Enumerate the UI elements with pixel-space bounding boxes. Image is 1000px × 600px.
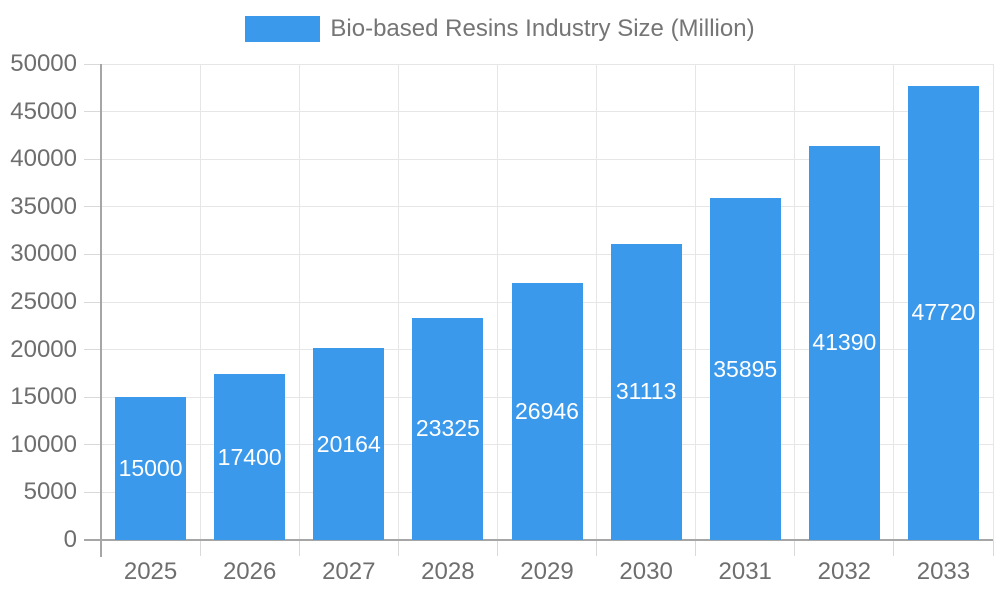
- x-grid-line: [794, 64, 796, 540]
- bar-value-label: 35895: [713, 355, 778, 382]
- y-axis-label: 0: [63, 526, 77, 553]
- x-tick: [199, 540, 201, 556]
- x-grid-line: [298, 64, 300, 540]
- x-tick: [298, 540, 300, 556]
- x-axis-line: [84, 539, 993, 541]
- y-axis-label: 10000: [10, 430, 77, 458]
- bar-value-label: 20164: [316, 430, 381, 457]
- x-axis-label: 2025: [123, 558, 178, 585]
- y-tick: [84, 301, 101, 303]
- bar-value-label: 26946: [515, 398, 579, 425]
- y-axis-line: [100, 64, 102, 557]
- y-axis-label: 50000: [10, 50, 77, 77]
- x-tick: [496, 540, 498, 556]
- x-axis-label: 2029: [520, 558, 574, 585]
- bar-2032[interactable]: 41390: [808, 145, 880, 540]
- x-axis-label: 2026: [222, 558, 277, 585]
- y-tick: [84, 206, 101, 208]
- bar-2025[interactable]: 15000: [115, 397, 187, 540]
- y-grid-line: [101, 206, 993, 208]
- bar-2028[interactable]: 23325: [412, 317, 484, 540]
- x-tick: [893, 540, 895, 556]
- y-axis-label: 20000: [10, 335, 77, 363]
- y-tick: [84, 253, 101, 255]
- y-grid-line: [101, 111, 993, 113]
- x-axis-label: 2028: [421, 558, 475, 585]
- bar-2026[interactable]: 17400: [214, 374, 286, 540]
- bar-value-label: 23325: [415, 415, 480, 442]
- x-axis-label: 2027: [322, 558, 376, 585]
- bar-value-label: 31113: [615, 378, 677, 405]
- bar-2030[interactable]: 31113: [610, 243, 682, 540]
- y-axis-label: 5000: [23, 478, 77, 506]
- legend-swatch-icon: [245, 16, 321, 42]
- bar-2033[interactable]: 47720: [907, 85, 979, 540]
- x-axis-label: 2031: [718, 558, 772, 585]
- legend-label: Bio-based Resins Industry Size (Million): [330, 15, 755, 42]
- x-tick: [596, 540, 598, 556]
- bar-value-label: 17400: [217, 443, 282, 470]
- y-tick: [84, 349, 101, 351]
- x-grid-line: [496, 64, 498, 540]
- y-axis-label: 15000: [10, 383, 77, 411]
- y-tick: [84, 491, 101, 493]
- y-grid-line: [101, 158, 993, 160]
- y-axis-label: 25000: [10, 288, 77, 315]
- x-axis-label: 2030: [619, 558, 673, 585]
- y-axis-label: 45000: [10, 97, 77, 125]
- legend-item[interactable]: Bio-based Resins Industry Size (Million): [0, 15, 1000, 43]
- bar-value-label: 15000: [118, 455, 183, 482]
- bar-2027[interactable]: 20164: [313, 348, 385, 540]
- x-tick: [794, 540, 796, 556]
- y-axis-label: 35000: [10, 192, 77, 220]
- y-grid-line: [101, 253, 993, 255]
- x-tick: [397, 540, 399, 556]
- x-grid-line: [397, 64, 399, 540]
- x-axis-label: 2032: [817, 558, 872, 585]
- y-tick: [84, 396, 101, 398]
- y-tick: [84, 63, 101, 65]
- y-grid-line: [101, 63, 993, 65]
- y-tick: [84, 158, 101, 160]
- y-tick: [84, 444, 101, 446]
- x-axis-label: 2033: [916, 558, 971, 585]
- bar-2029[interactable]: 26946: [511, 283, 583, 540]
- y-tick: [84, 111, 101, 113]
- x-tick: [992, 540, 994, 556]
- y-axis-label: 30000: [10, 240, 77, 268]
- bar-value-label: 47720: [911, 299, 976, 326]
- y-axis-label: 40000: [10, 145, 77, 173]
- x-grid-line: [695, 64, 697, 540]
- x-grid-line: [893, 64, 895, 540]
- bar-2031[interactable]: 35895: [709, 198, 781, 540]
- x-grid-line: [992, 64, 994, 540]
- x-grid-line: [596, 64, 598, 540]
- x-tick: [695, 540, 697, 556]
- bar-value-label: 41390: [812, 329, 877, 356]
- x-grid-line: [199, 64, 201, 540]
